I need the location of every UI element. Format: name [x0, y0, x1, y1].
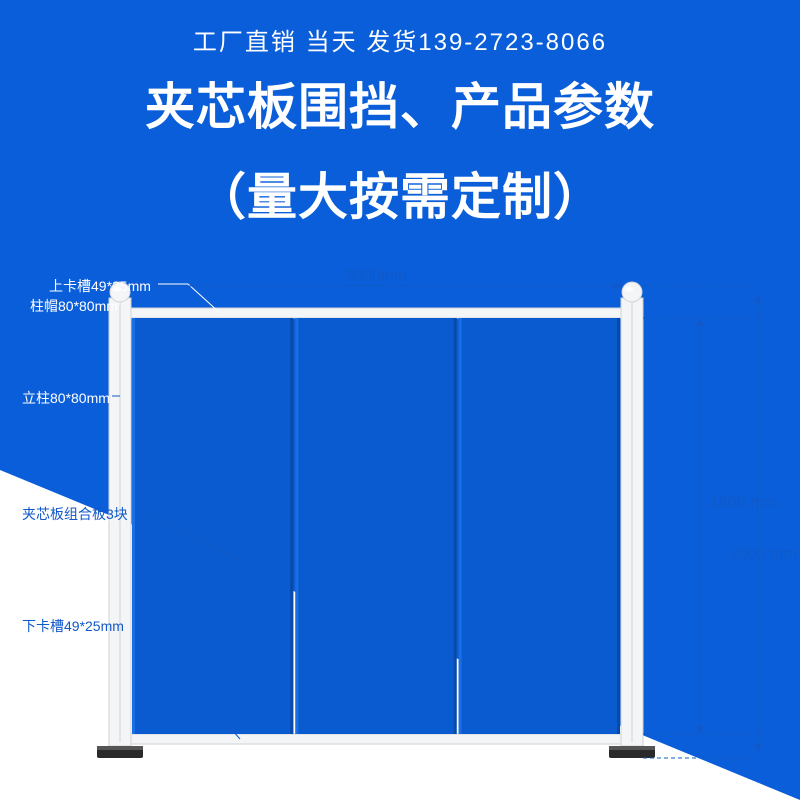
label-panels: 夹芯板组合板3块: [22, 504, 128, 524]
label-post: 立柱80*80mm: [22, 388, 110, 408]
label-bottom-slot: 下卡槽49*25mm: [22, 616, 124, 636]
dim-h2: 2000 mm: [730, 546, 797, 564]
dim-h1: 1800 mm: [710, 494, 777, 512]
dim-width: 3000mm: [345, 268, 407, 286]
callout-labels: 上卡槽49*25mm 柱帽80*80mm 立柱80*80mm 夹芯板组合板3块 …: [0, 0, 800, 800]
product-spec-card: 工厂直销 当天 发货139-2723-8066 夹芯板围挡、产品参数 （量大按需…: [0, 0, 800, 800]
label-top-slot: 上卡槽49*25mm: [49, 276, 151, 296]
label-post-cap: 柱帽80*80mm: [30, 296, 118, 316]
